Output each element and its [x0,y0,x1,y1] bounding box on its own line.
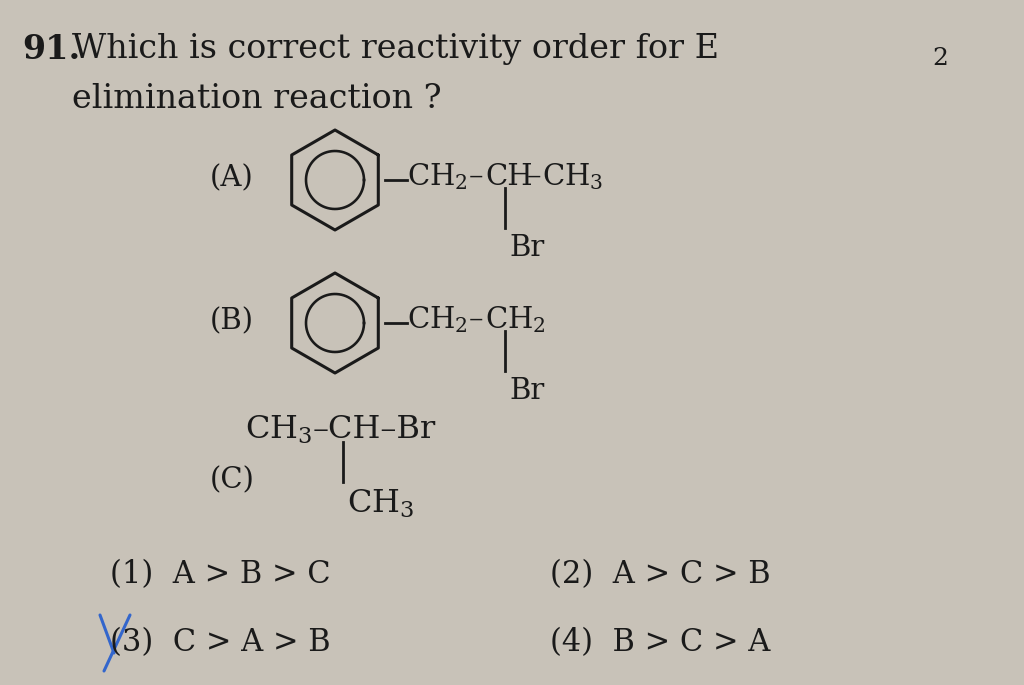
Text: Br: Br [509,377,544,405]
Text: Br: Br [509,234,544,262]
Text: $\mathdefault{CH_3}$: $\mathdefault{CH_3}$ [347,488,415,520]
Text: (C): (C) [210,466,255,494]
Text: 2: 2 [932,47,948,70]
Text: (2)  A > C > B: (2) A > C > B [550,560,771,590]
Text: elimination reaction ?: elimination reaction ? [72,83,441,115]
Text: –: – [469,306,483,334]
Text: –: – [469,163,483,191]
Text: $\mathdefault{CH_2}$: $\mathdefault{CH_2}$ [407,305,468,336]
Text: CH: CH [485,163,532,191]
Text: (4)  B > C > A: (4) B > C > A [550,627,770,658]
Text: $\mathdefault{CH_2}$: $\mathdefault{CH_2}$ [407,162,468,192]
Text: Which is correct reactivity order for E: Which is correct reactivity order for E [72,33,719,65]
Text: $\mathdefault{CH_3}$: $\mathdefault{CH_3}$ [542,162,603,192]
Text: (1)  A > B > C: (1) A > B > C [110,560,331,590]
Text: (B): (B) [210,307,254,335]
Text: –CH–Br: –CH–Br [313,414,436,445]
Text: (A): (A) [210,164,254,192]
Text: $\mathdefault{CH_3}$: $\mathdefault{CH_3}$ [245,414,312,446]
Text: –: – [527,163,542,191]
Text: $\mathdefault{CH_2}$: $\mathdefault{CH_2}$ [485,305,546,336]
Text: 91.: 91. [22,33,80,66]
Text: (3)  C > A > B: (3) C > A > B [110,627,331,658]
